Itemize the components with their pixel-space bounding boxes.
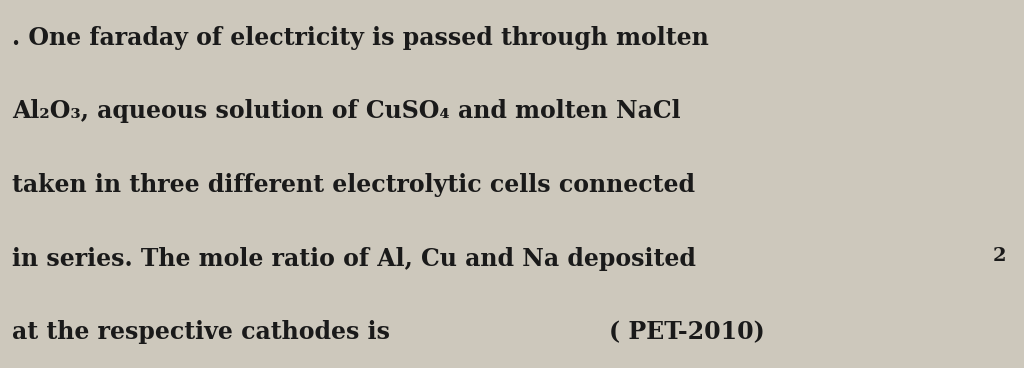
Text: 2: 2	[993, 247, 1007, 265]
Text: . One faraday of electricity is passed through molten: . One faraday of electricity is passed t…	[12, 26, 709, 50]
Text: ( PET-2010): ( PET-2010)	[609, 320, 765, 344]
Text: taken in three different electrolytic cells connected: taken in three different electrolytic ce…	[12, 173, 695, 197]
Text: Al₂O₃, aqueous solution of CuSO₄ and molten NaCl: Al₂O₃, aqueous solution of CuSO₄ and mol…	[12, 99, 681, 123]
Text: at the respective cathodes is: at the respective cathodes is	[12, 320, 390, 344]
Text: in series. The mole ratio of Al, Cu and Na deposited: in series. The mole ratio of Al, Cu and …	[12, 247, 696, 270]
